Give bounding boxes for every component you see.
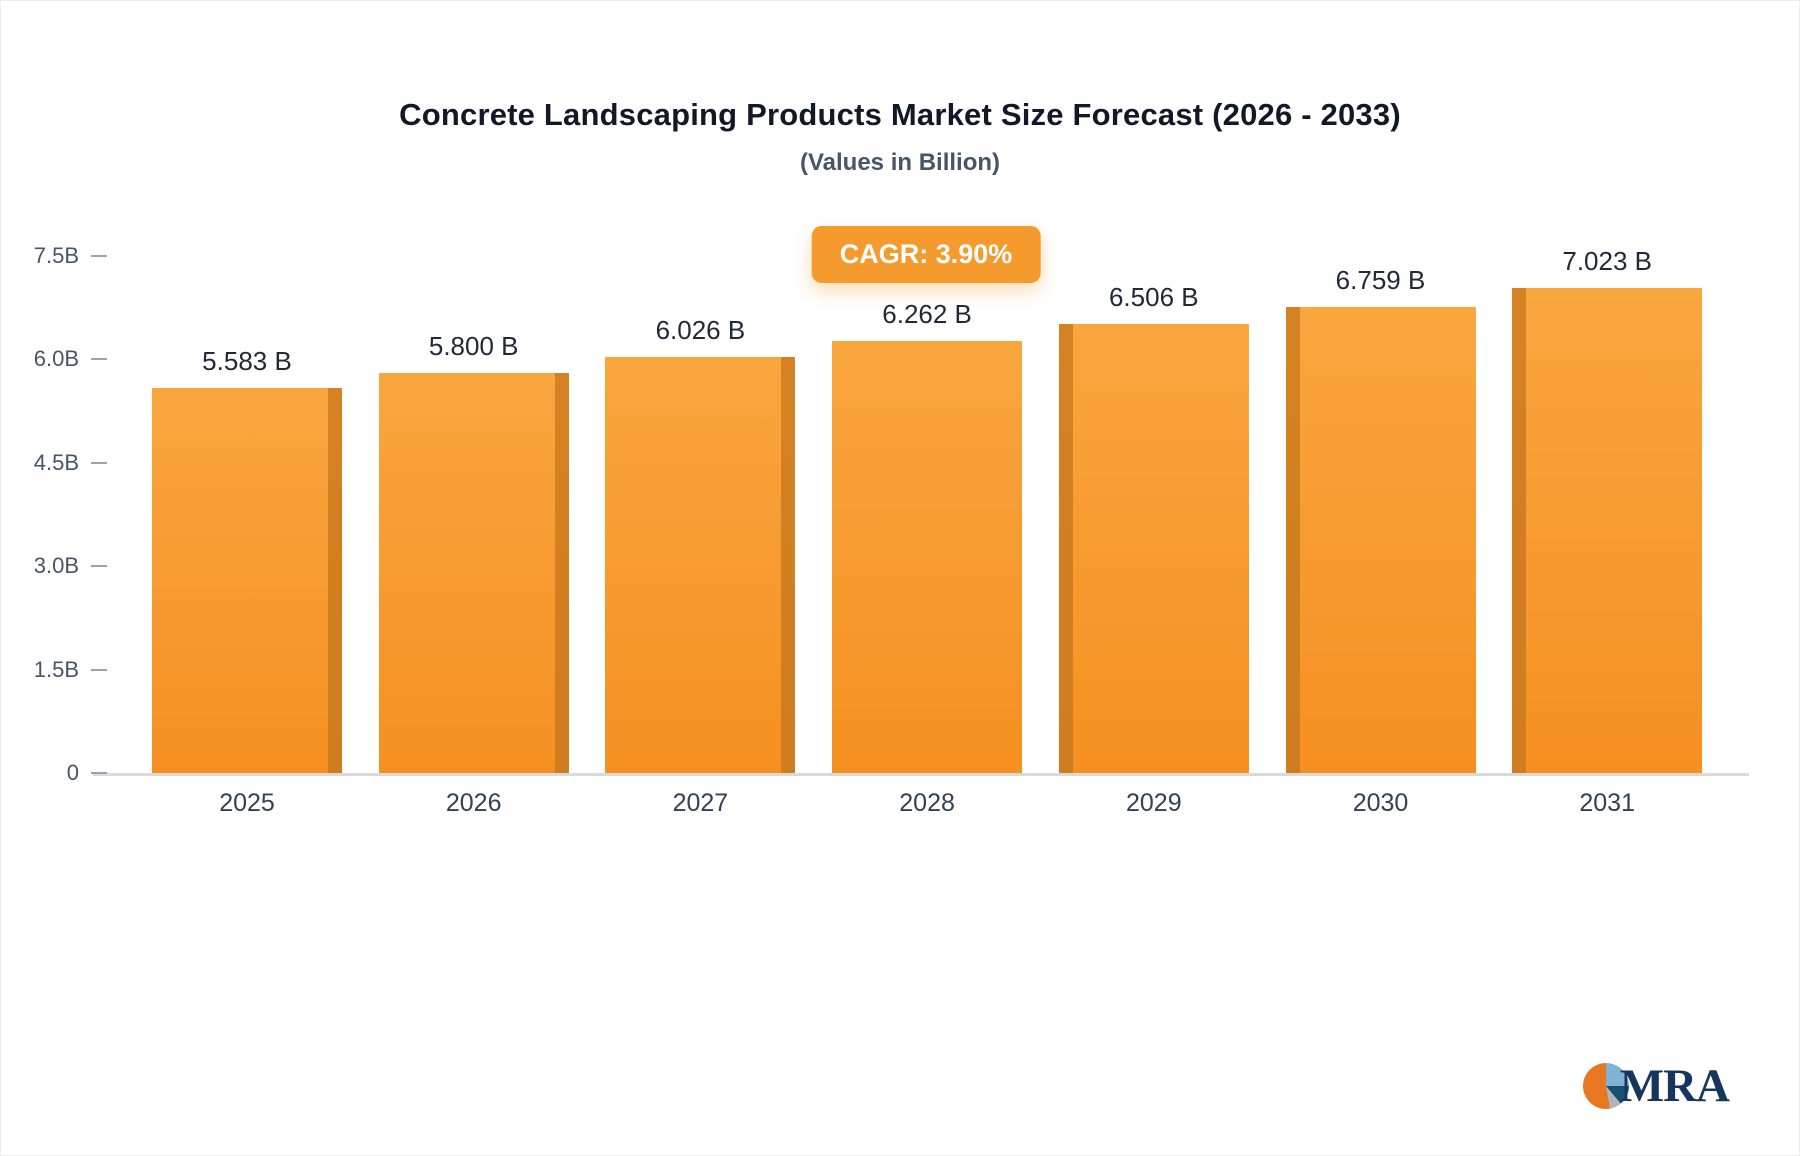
cagr-badge: CAGR: 3.90% xyxy=(811,226,1041,283)
y-tick-mark xyxy=(91,772,107,774)
bar-2028[interactable] xyxy=(832,340,1023,773)
bar-side-shading xyxy=(1058,324,1073,773)
bar-2025[interactable] xyxy=(152,387,342,773)
y-tick-label: 4.5B xyxy=(33,449,79,475)
y-tick-mark xyxy=(91,668,107,671)
bar-side-shading xyxy=(554,372,569,773)
x-tick-label: 2025 xyxy=(219,789,275,817)
x-tick-label: 2026 xyxy=(445,789,502,817)
x-axis-baseline xyxy=(93,773,1749,776)
y-tick-label: 6.0B xyxy=(33,346,79,371)
mra-pie-logo-icon xyxy=(1582,1063,1629,1109)
bar-value-label: 5.583 B xyxy=(202,345,292,376)
y-tick-label: 3.0B xyxy=(33,553,79,578)
y-tick-mark xyxy=(91,461,107,464)
y-tick-mark xyxy=(91,358,107,360)
y-tick-label: 1.5B xyxy=(33,656,79,682)
x-tick-label: 2031 xyxy=(1579,789,1635,817)
bar-value-label: 7.023 B xyxy=(1562,246,1652,277)
bar-2030[interactable] xyxy=(1285,306,1476,773)
x-tick-label: 2030 xyxy=(1352,789,1409,817)
y-tick-mark xyxy=(91,565,107,567)
bar-2026[interactable] xyxy=(378,372,569,773)
bar-side-shading xyxy=(1512,288,1527,773)
mra-logo: MRA xyxy=(1582,1059,1730,1113)
chart-subtitle: (Values in Billion) xyxy=(799,149,1001,176)
mra-logo-text: MRA xyxy=(1619,1060,1730,1112)
bar-value-label: 6.506 B xyxy=(1108,282,1199,313)
y-tick-label: 7.5B xyxy=(33,242,79,268)
bar-2029[interactable] xyxy=(1058,324,1249,773)
chart-title: Concrete Landscaping Products Market Siz… xyxy=(399,97,1401,132)
x-tick-label: 2028 xyxy=(899,789,955,817)
bar-side-shading xyxy=(1285,306,1300,773)
x-tick-label: 2027 xyxy=(672,789,729,817)
bar-2027[interactable] xyxy=(605,357,796,773)
bar-value-label: 6.759 B xyxy=(1335,264,1426,295)
y-tick-label: 0 xyxy=(66,760,79,785)
y-tick-mark xyxy=(91,254,107,257)
bar-value-label: 6.262 B xyxy=(882,298,972,329)
bar-side-shading xyxy=(781,357,796,773)
x-tick-label: 2029 xyxy=(1125,789,1182,817)
bar-2031[interactable] xyxy=(1512,288,1703,773)
bar-side-shading xyxy=(328,387,342,773)
bar-value-label: 6.026 B xyxy=(655,315,746,346)
bar-value-label: 5.800 B xyxy=(428,330,519,361)
